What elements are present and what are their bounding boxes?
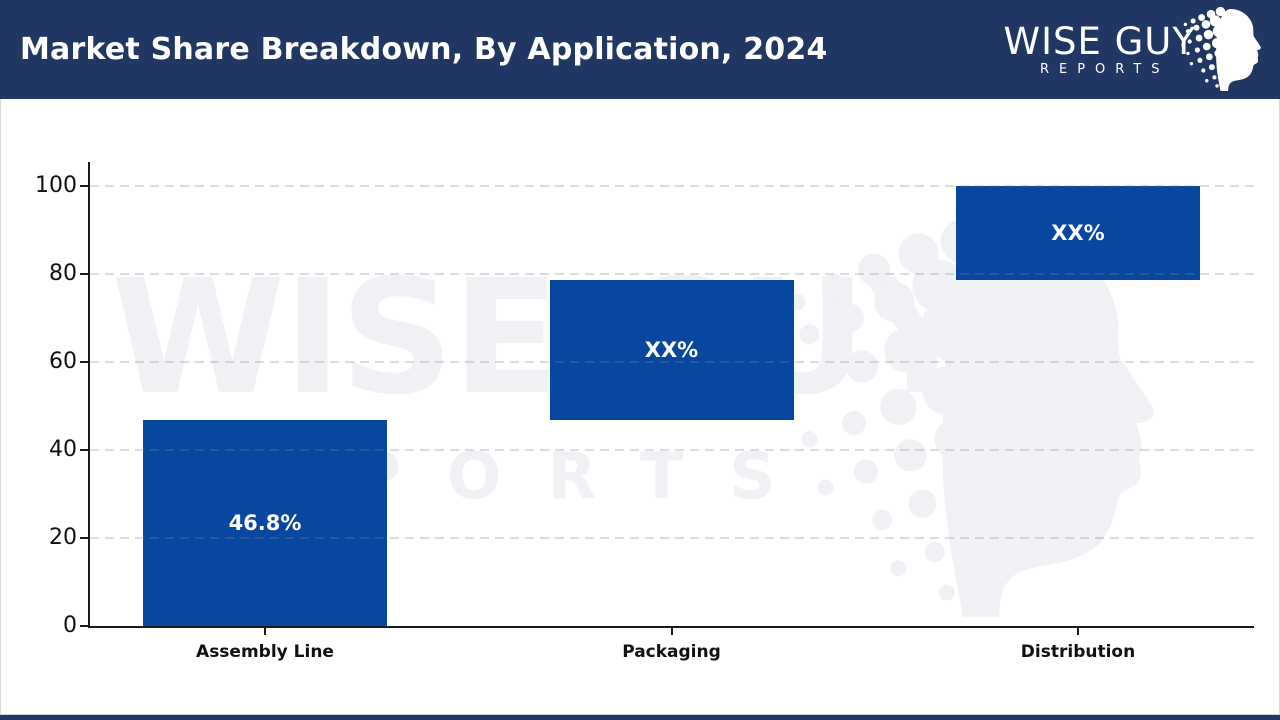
y-tick-label: 0 [63, 613, 77, 638]
y-tick-label: 20 [49, 525, 77, 550]
y-tick-mark [80, 361, 88, 363]
x-category-label: Assembly Line [196, 642, 334, 662]
y-tick-label: 40 [49, 437, 77, 462]
y-tick-mark [80, 625, 88, 627]
header: Market Share Breakdown, By Application, … [0, 0, 1280, 99]
x-tick-mark [264, 627, 266, 635]
y-tick-mark [80, 185, 88, 187]
brand-name: WISE GUY [1003, 19, 1196, 63]
x-axis-spine [88, 626, 1254, 628]
y-gridline [90, 537, 1254, 539]
y-tick-mark [80, 449, 88, 451]
y-axis-spine [88, 162, 90, 628]
bar-value-label: XX% [1051, 221, 1105, 246]
y-tick-mark [80, 273, 88, 275]
plot: 0 20 40 60 80 100 46.8% Assembly Line XX% Packagi… [1, 99, 1279, 714]
brand-logo: WISE GUY REPORTS [1004, 6, 1270, 94]
waterfall-bar [143, 420, 387, 626]
waterfall-bar [549, 280, 794, 421]
y-gridline [90, 361, 1254, 363]
y-gridline [90, 449, 1254, 451]
chart-area: WISE GUY REPORTS 0 20 40 60 80 100 46.8% Assemb… [0, 99, 1280, 715]
y-tick-label: 100 [35, 173, 77, 198]
x-tick-mark [670, 627, 673, 635]
bar-value-label: 46.8% [228, 511, 302, 536]
footer-bar [0, 715, 1280, 720]
y-gridline [90, 273, 1254, 275]
chart-title: Market Share Breakdown, By Application, … [20, 32, 828, 67]
x-category-label: Packaging [622, 642, 721, 662]
x-tick-mark [1077, 627, 1079, 635]
y-tick-mark [80, 537, 88, 539]
bar-value-label: XX% [644, 338, 699, 363]
y-gridline [90, 185, 1254, 187]
y-tick-label: 60 [49, 349, 77, 374]
x-category-label: Distribution [1020, 642, 1136, 662]
y-tick-label: 80 [49, 261, 77, 286]
brand-logo-text: WISE GUY REPORTS [1003, 19, 1196, 78]
brand-subname: REPORTS [1039, 62, 1170, 78]
